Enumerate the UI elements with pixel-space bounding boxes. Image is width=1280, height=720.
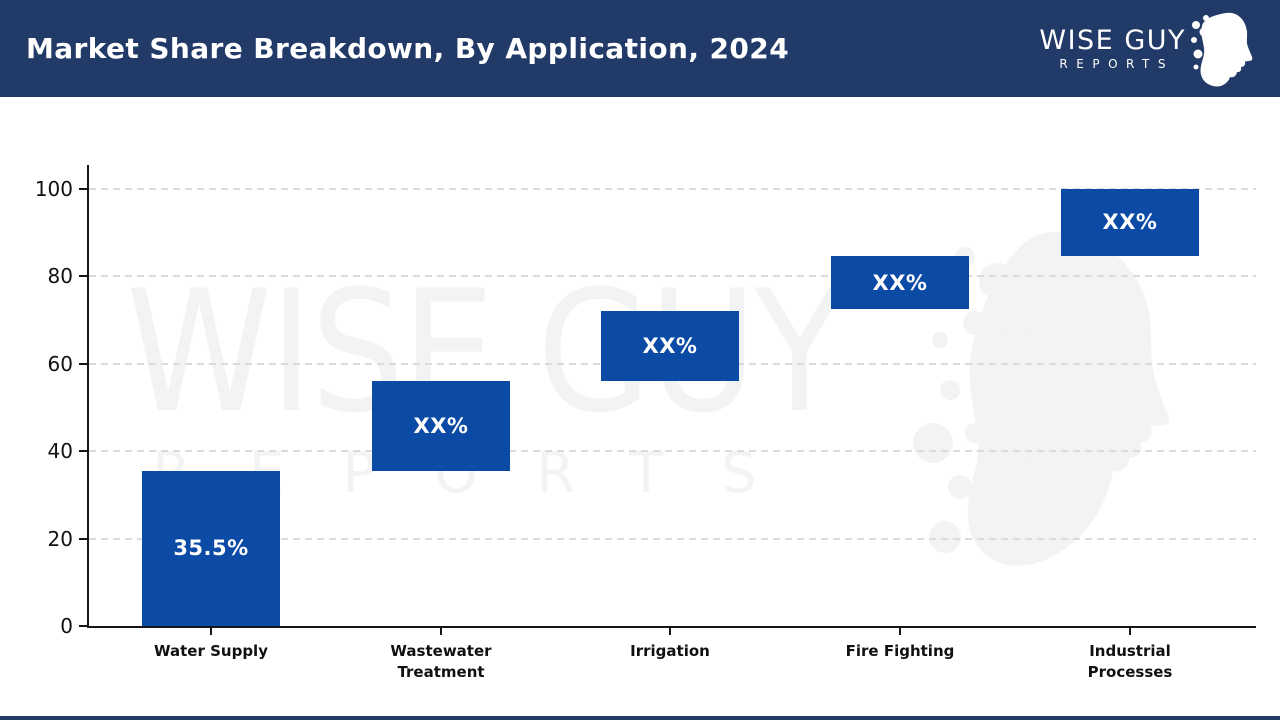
y-tick-label: 80 (47, 264, 73, 288)
y-tick-mark (79, 625, 87, 627)
logo-wordmark: WISE GUY (1039, 25, 1186, 56)
bar-segment: XX% (831, 256, 969, 309)
y-tick-mark (79, 450, 87, 452)
y-tick-label: 60 (47, 351, 73, 376)
x-tick-mark (669, 628, 671, 635)
footer-bar (0, 716, 1280, 720)
y-tick-mark (79, 187, 87, 190)
y-tick-label: 100 (34, 176, 73, 201)
page-title: Market Share Breakdown, By Application, … (26, 32, 790, 65)
watermark-head-profile (913, 232, 1170, 566)
bar-segment: XX% (1061, 188, 1199, 257)
bar-value-label: XX% (413, 413, 469, 438)
bar-value-label: 35.5% (173, 536, 249, 561)
y-tick-label: 40 (47, 439, 73, 463)
bar-segment: XX% (372, 381, 510, 471)
x-category-label: Irrigation (630, 642, 710, 660)
x-category-label: Fire Fighting (845, 642, 955, 660)
x-category-label: Water Supply (154, 642, 268, 660)
bar-segment: XX% (601, 311, 739, 381)
x-category-label: Industrial Processes (1087, 642, 1173, 681)
y-tick-mark (79, 275, 87, 277)
x-tick-mark (210, 628, 212, 635)
x-tick-mark (440, 628, 442, 635)
gridline (89, 275, 1256, 277)
y-tick-mark (79, 362, 87, 365)
bar-value-label: XX% (642, 334, 698, 358)
bar-segment: 35.5% (142, 470, 280, 626)
x-tick-mark (1129, 628, 1131, 635)
wiseguy-logo: WISE GUY REPORTS (1039, 9, 1254, 89)
gridline (89, 187, 1256, 190)
head-profile-icon (1191, 12, 1253, 87)
gridline (89, 537, 1256, 540)
y-tick-mark (79, 537, 87, 540)
bar-value-label: XX% (1102, 210, 1158, 235)
x-category-label: Wastewater Treatment (390, 642, 492, 681)
y-tick-label: 20 (47, 526, 73, 551)
logo-text: WISE GUY REPORTS (1039, 27, 1186, 70)
y-axis-line (87, 165, 89, 628)
header-bar: Market Share Breakdown, By Application, … (0, 0, 1280, 97)
y-tick-label: 0 (60, 614, 73, 638)
bar-value-label: XX% (872, 270, 928, 295)
x-axis-line (87, 626, 1256, 628)
logo-subtitle: REPORTS (1059, 57, 1174, 71)
gridline (89, 450, 1256, 452)
x-tick-mark (899, 628, 901, 635)
